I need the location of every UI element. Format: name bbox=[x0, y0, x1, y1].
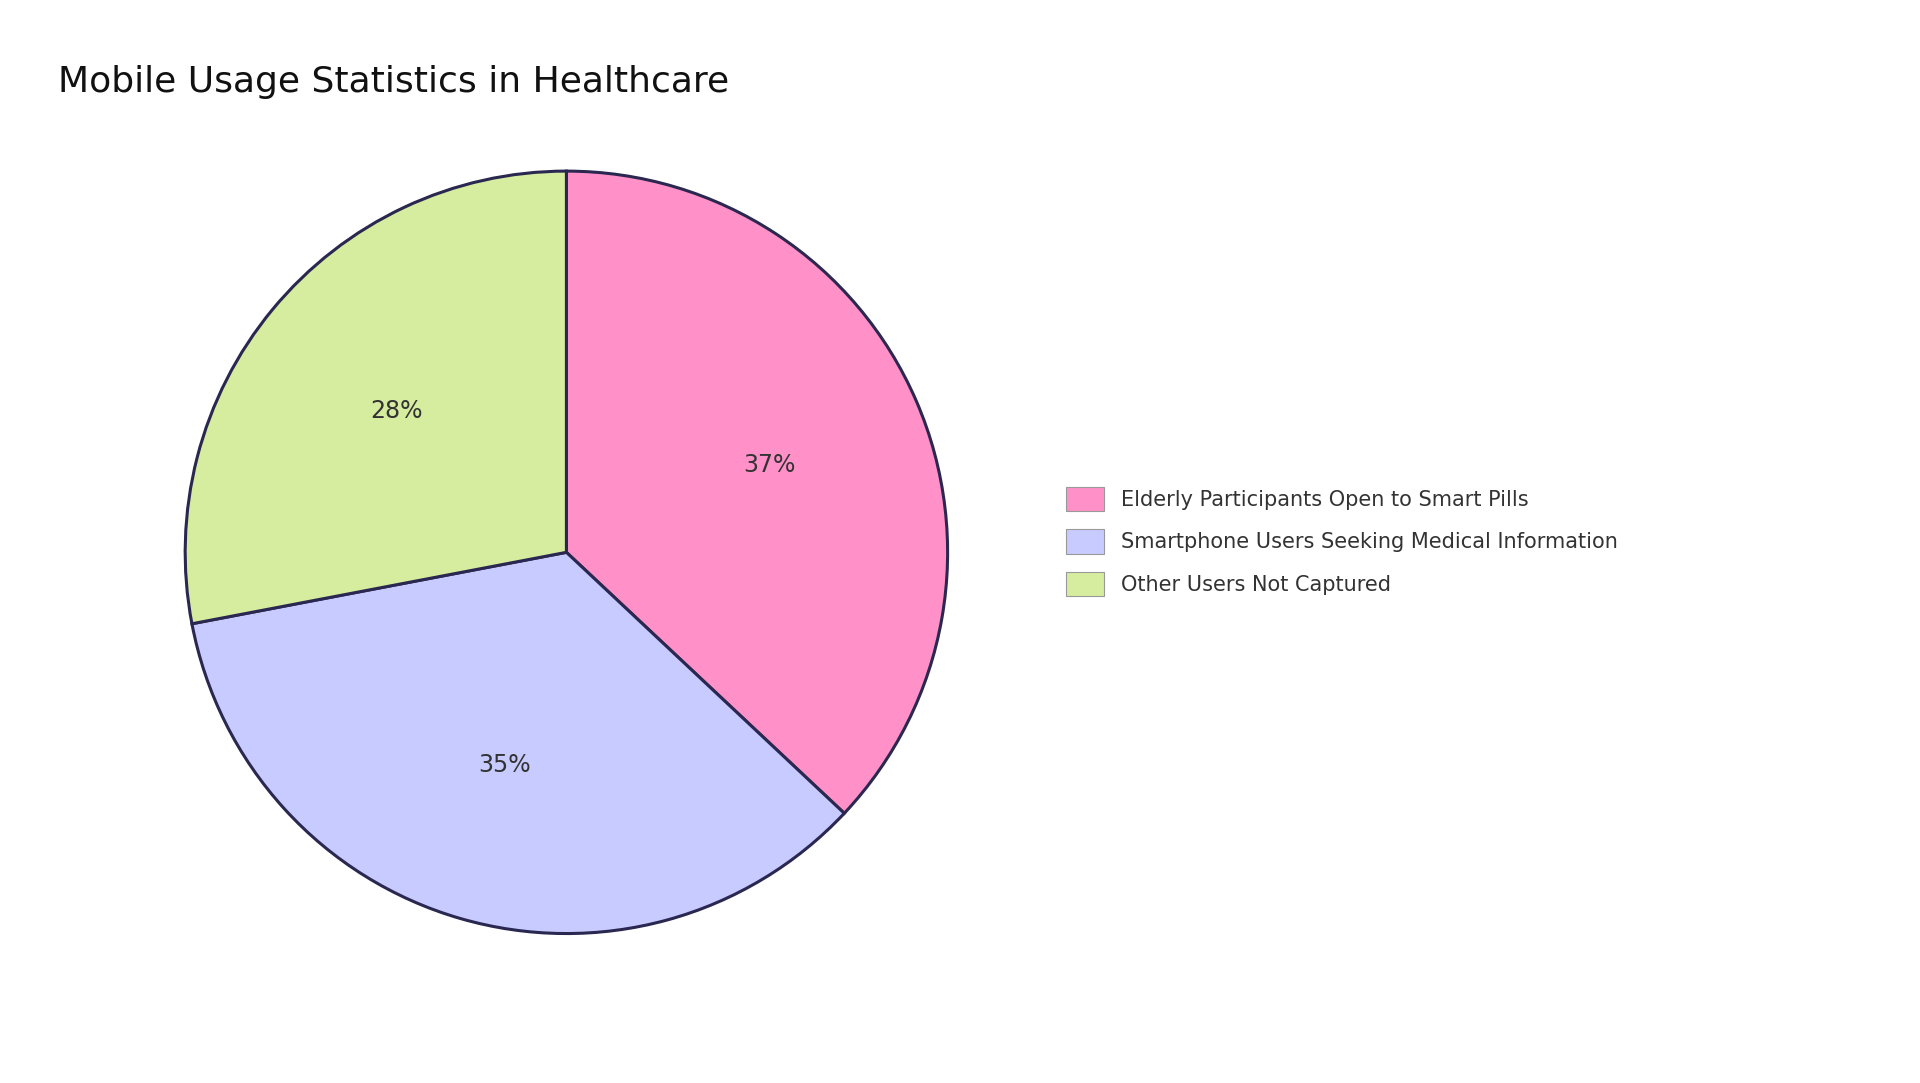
Text: 35%: 35% bbox=[478, 753, 532, 777]
Wedge shape bbox=[192, 552, 845, 934]
Text: 28%: 28% bbox=[371, 400, 422, 423]
Text: 37%: 37% bbox=[743, 453, 795, 477]
Legend: Elderly Participants Open to Smart Pills, Smartphone Users Seeking Medical Infor: Elderly Participants Open to Smart Pills… bbox=[1066, 486, 1617, 597]
Wedge shape bbox=[566, 171, 948, 813]
Wedge shape bbox=[184, 171, 566, 624]
Text: Mobile Usage Statistics in Healthcare: Mobile Usage Statistics in Healthcare bbox=[58, 65, 730, 99]
